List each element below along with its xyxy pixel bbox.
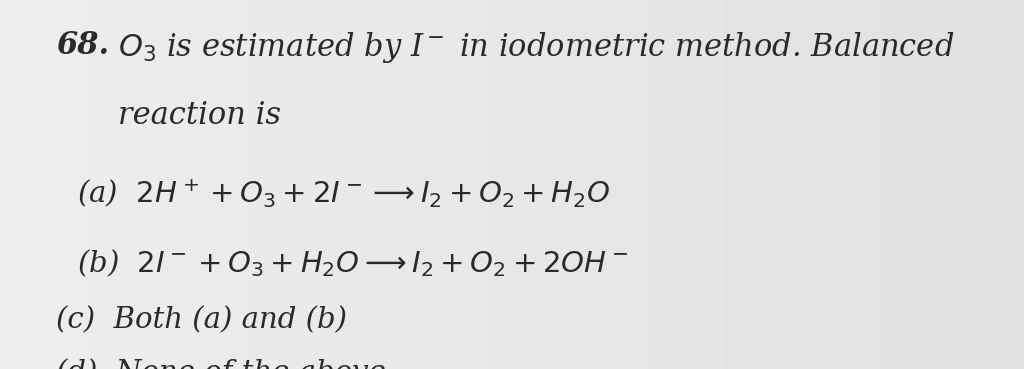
Text: (d)  None of the above: (d) None of the above (56, 358, 386, 369)
Text: 68.: 68. (56, 30, 110, 61)
Text: $O_3$ is estimated by I$^-$ in iodometric method. Balanced: $O_3$ is estimated by I$^-$ in iodometri… (118, 30, 954, 65)
Text: (b)  $2I^- + O_3 + H_2O \longrightarrow I_2 + O_2 + 2OH^-$: (b) $2I^- + O_3 + H_2O \longrightarrow I… (77, 247, 629, 279)
Text: (a)  $2H^+ + O_3 + 2I^- \longrightarrow I_2 + O_2 + H_2O$: (a) $2H^+ + O_3 + 2I^- \longrightarrow I… (77, 177, 610, 210)
Text: (c)  Both (a) and (b): (c) Both (a) and (b) (56, 306, 347, 334)
Text: reaction is: reaction is (118, 100, 281, 131)
